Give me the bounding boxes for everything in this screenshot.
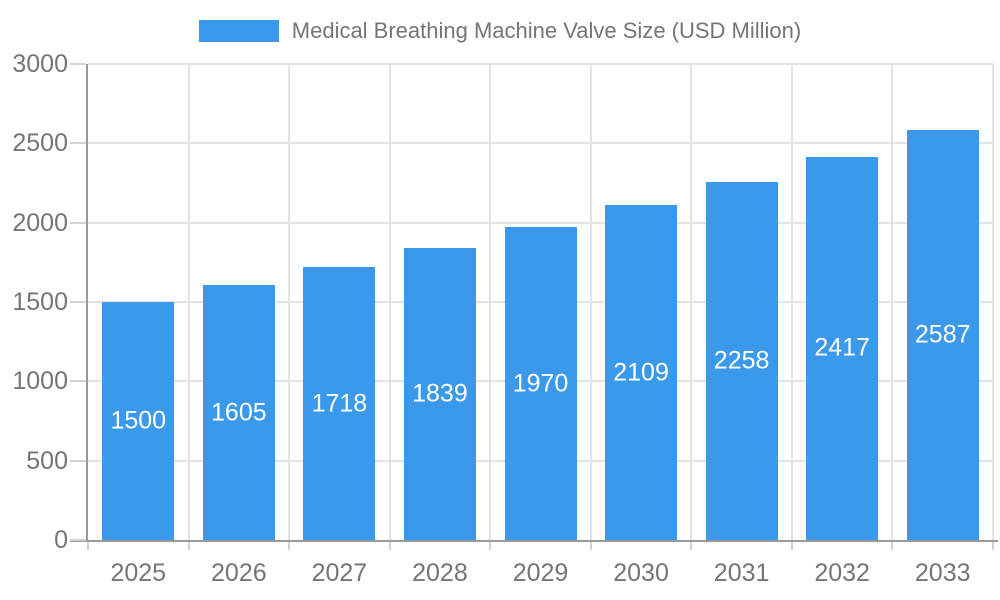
bar-2030[interactable]: 2109 bbox=[605, 205, 678, 540]
x-axis-tick-label: 2029 bbox=[512, 559, 569, 587]
bar-value-label: 2587 bbox=[914, 320, 971, 349]
bar-value-label: 1718 bbox=[311, 389, 368, 418]
gridline-v bbox=[589, 64, 592, 540]
legend-swatch[interactable] bbox=[198, 20, 279, 42]
bar-2026[interactable]: 1605 bbox=[202, 285, 275, 540]
y-axis-tick-label: 1000 bbox=[12, 367, 68, 396]
x-tick-mark bbox=[388, 542, 391, 550]
bar-2033[interactable]: 2587 bbox=[906, 129, 979, 540]
gridline-v bbox=[489, 64, 492, 540]
bar-value-label: 1605 bbox=[211, 398, 267, 427]
y-axis-tick-label: 500 bbox=[26, 446, 68, 475]
y-tick-mark bbox=[70, 221, 86, 224]
x-tick-mark bbox=[87, 542, 89, 550]
y-tick-mark bbox=[70, 459, 86, 462]
gridline-h bbox=[88, 63, 993, 65]
y-tick-mark bbox=[70, 539, 86, 541]
gridline-v bbox=[790, 64, 793, 540]
y-tick-mark bbox=[70, 63, 86, 65]
gridline-v bbox=[891, 64, 894, 540]
bar-2032[interactable]: 2417 bbox=[806, 156, 879, 540]
x-axis: 2025 2026 2027 2028 2029 2030 2031 2032 2033 bbox=[88, 558, 993, 588]
x-axis-tick-label: 2030 bbox=[613, 559, 669, 587]
x-axis-tick-label: 2033 bbox=[914, 559, 971, 587]
bar-value-label: 2258 bbox=[713, 346, 770, 375]
legend[interactable]: Medical Breathing Machine Valve Size (US… bbox=[0, 18, 1000, 44]
gridline-v bbox=[690, 64, 693, 540]
x-axis-tick-label: 2032 bbox=[814, 559, 870, 587]
y-axis-tick-label: 2500 bbox=[12, 129, 68, 158]
gridline-v bbox=[992, 64, 994, 540]
x-axis-tick-label: 2025 bbox=[110, 559, 167, 587]
x-tick-mark bbox=[790, 542, 793, 550]
bar-2029[interactable]: 1970 bbox=[504, 227, 577, 540]
x-tick-mark bbox=[589, 542, 592, 550]
y-axis-tick-label: 2000 bbox=[12, 208, 68, 237]
y-axis-tick-label: 0 bbox=[54, 526, 68, 554]
bar-value-label: 1970 bbox=[512, 369, 569, 398]
x-axis-line bbox=[70, 540, 998, 542]
x-tick-mark bbox=[690, 542, 693, 550]
gridline-v bbox=[187, 64, 190, 540]
x-axis-tick-label: 2027 bbox=[311, 559, 368, 587]
gridline-v bbox=[388, 64, 391, 540]
bar-2031[interactable]: 2258 bbox=[705, 181, 778, 540]
gridline-v bbox=[288, 64, 291, 540]
bar-2027[interactable]: 1718 bbox=[303, 267, 376, 540]
x-tick-mark bbox=[187, 542, 190, 550]
y-axis-tick-label: 3000 bbox=[12, 50, 68, 78]
y-tick-mark bbox=[70, 142, 86, 145]
plot-area: 1500 1605 1718 1839 1970 2109 2258 2417 2587 bbox=[70, 63, 994, 550]
legend-label[interactable]: Medical Breathing Machine Valve Size (US… bbox=[291, 18, 802, 43]
gridline-h bbox=[88, 142, 993, 145]
bar-value-label: 2109 bbox=[613, 358, 669, 387]
x-tick-mark bbox=[288, 542, 291, 550]
bar-value-label: 1500 bbox=[110, 406, 167, 435]
y-tick-mark bbox=[70, 301, 86, 303]
x-axis-tick-label: 2031 bbox=[713, 559, 770, 587]
y-axis-tick-label: 1500 bbox=[12, 288, 68, 316]
x-axis-tick-label: 2028 bbox=[412, 559, 468, 587]
y-axis-line bbox=[86, 64, 88, 542]
y-axis: 0 500 1000 1500 2000 2500 3000 bbox=[0, 0, 68, 600]
bar-2028[interactable]: 1839 bbox=[403, 248, 476, 540]
x-tick-mark bbox=[891, 542, 894, 550]
x-tick-mark bbox=[992, 542, 994, 550]
bar-value-label: 1839 bbox=[412, 379, 468, 408]
bar-value-label: 2417 bbox=[814, 333, 870, 362]
y-tick-mark bbox=[70, 380, 86, 383]
x-tick-mark bbox=[489, 542, 492, 550]
bar-2025[interactable]: 1500 bbox=[102, 302, 175, 540]
gridline-h bbox=[88, 221, 993, 224]
x-axis-tick-label: 2026 bbox=[211, 559, 267, 587]
